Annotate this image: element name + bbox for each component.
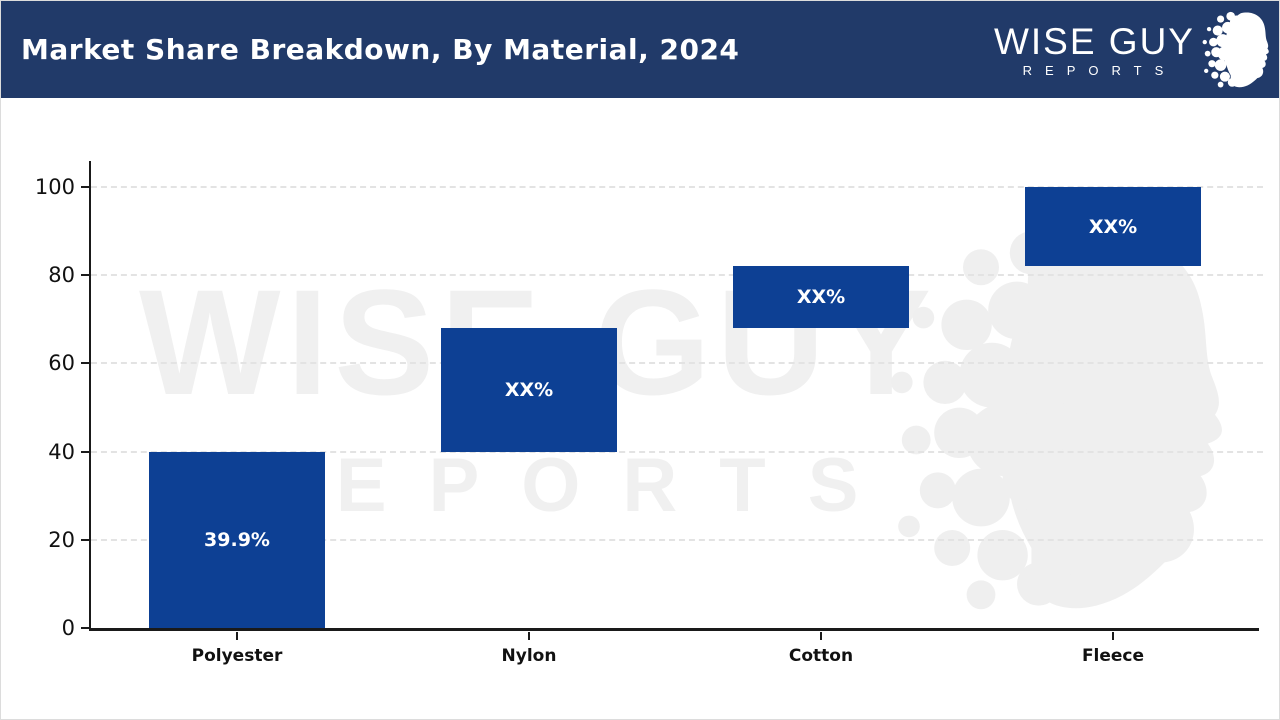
wise-guy-logo: WISE GUY REPORTS xyxy=(994,1,1271,98)
y-tick-label-60: 60 xyxy=(48,351,75,376)
y-tick-0 xyxy=(81,627,89,629)
plot-area: 0 20 40 60 80 100 39.9% Polyester XX% Nylon XX% Cot… xyxy=(1,98,1279,719)
y-tick-100 xyxy=(81,186,89,188)
gridline-100 xyxy=(91,186,1263,188)
logo-subtext: REPORTS xyxy=(1022,62,1177,78)
gridline-20 xyxy=(91,538,1263,541)
y-tick-label-40: 40 xyxy=(48,439,75,464)
header-bar: Market Share Breakdown, By Material, 202… xyxy=(1,1,1279,98)
x-axis-label-nylon: Nylon xyxy=(501,646,557,666)
bar-fleece: XX% xyxy=(1025,187,1201,267)
y-axis-line xyxy=(89,161,91,631)
bar-polyester: 39.9% xyxy=(149,452,325,628)
chart: WISE GUY REPORTS 0 20 40 60 80 100 39.9% Polyes… xyxy=(1,98,1279,719)
y-tick-label-20: 20 xyxy=(48,527,75,552)
dotted-head-icon xyxy=(1202,11,1269,87)
y-tick-40 xyxy=(81,450,89,453)
x-axis-line xyxy=(89,628,1259,631)
y-tick-label-80: 80 xyxy=(48,263,75,288)
bar-cotton: XX% xyxy=(733,266,909,329)
page-title: Market Share Breakdown, By Material, 202… xyxy=(21,33,740,66)
y-tick-20 xyxy=(81,538,89,541)
y-tick-60 xyxy=(81,362,89,365)
y-tick-80 xyxy=(81,274,89,277)
x-axis-label-fleece: Fleece xyxy=(1081,646,1145,666)
y-tick-label-100: 100 xyxy=(34,175,75,199)
bar-nylon: XX% xyxy=(441,328,617,453)
bar-value-label-cotton: XX% xyxy=(796,286,846,309)
x-tick-fleece xyxy=(1112,632,1114,640)
bar-value-label-nylon: XX% xyxy=(504,379,554,402)
logo-wordmark: WISE GUY xyxy=(993,20,1195,62)
x-tick-nylon xyxy=(528,632,530,640)
gridline-80 xyxy=(91,274,1263,277)
watermark-head-icon xyxy=(891,231,1222,610)
bar-value-label-polyester: 39.9% xyxy=(204,529,270,551)
bar-value-label-fleece: XX% xyxy=(1088,215,1138,238)
gridline-40 xyxy=(91,450,1263,453)
logo-text: WISE GUY REPORTS xyxy=(994,23,1195,77)
gridline-60 xyxy=(91,362,1263,365)
y-tick-label-0: 0 xyxy=(61,616,75,640)
watermark-subtext: REPORTS xyxy=(239,443,901,528)
x-tick-cotton xyxy=(820,632,822,640)
x-axis-label-cotton: Cotton xyxy=(788,646,854,666)
x-axis-label-polyester: Polyester xyxy=(191,646,283,666)
x-tick-polyester xyxy=(236,632,238,640)
